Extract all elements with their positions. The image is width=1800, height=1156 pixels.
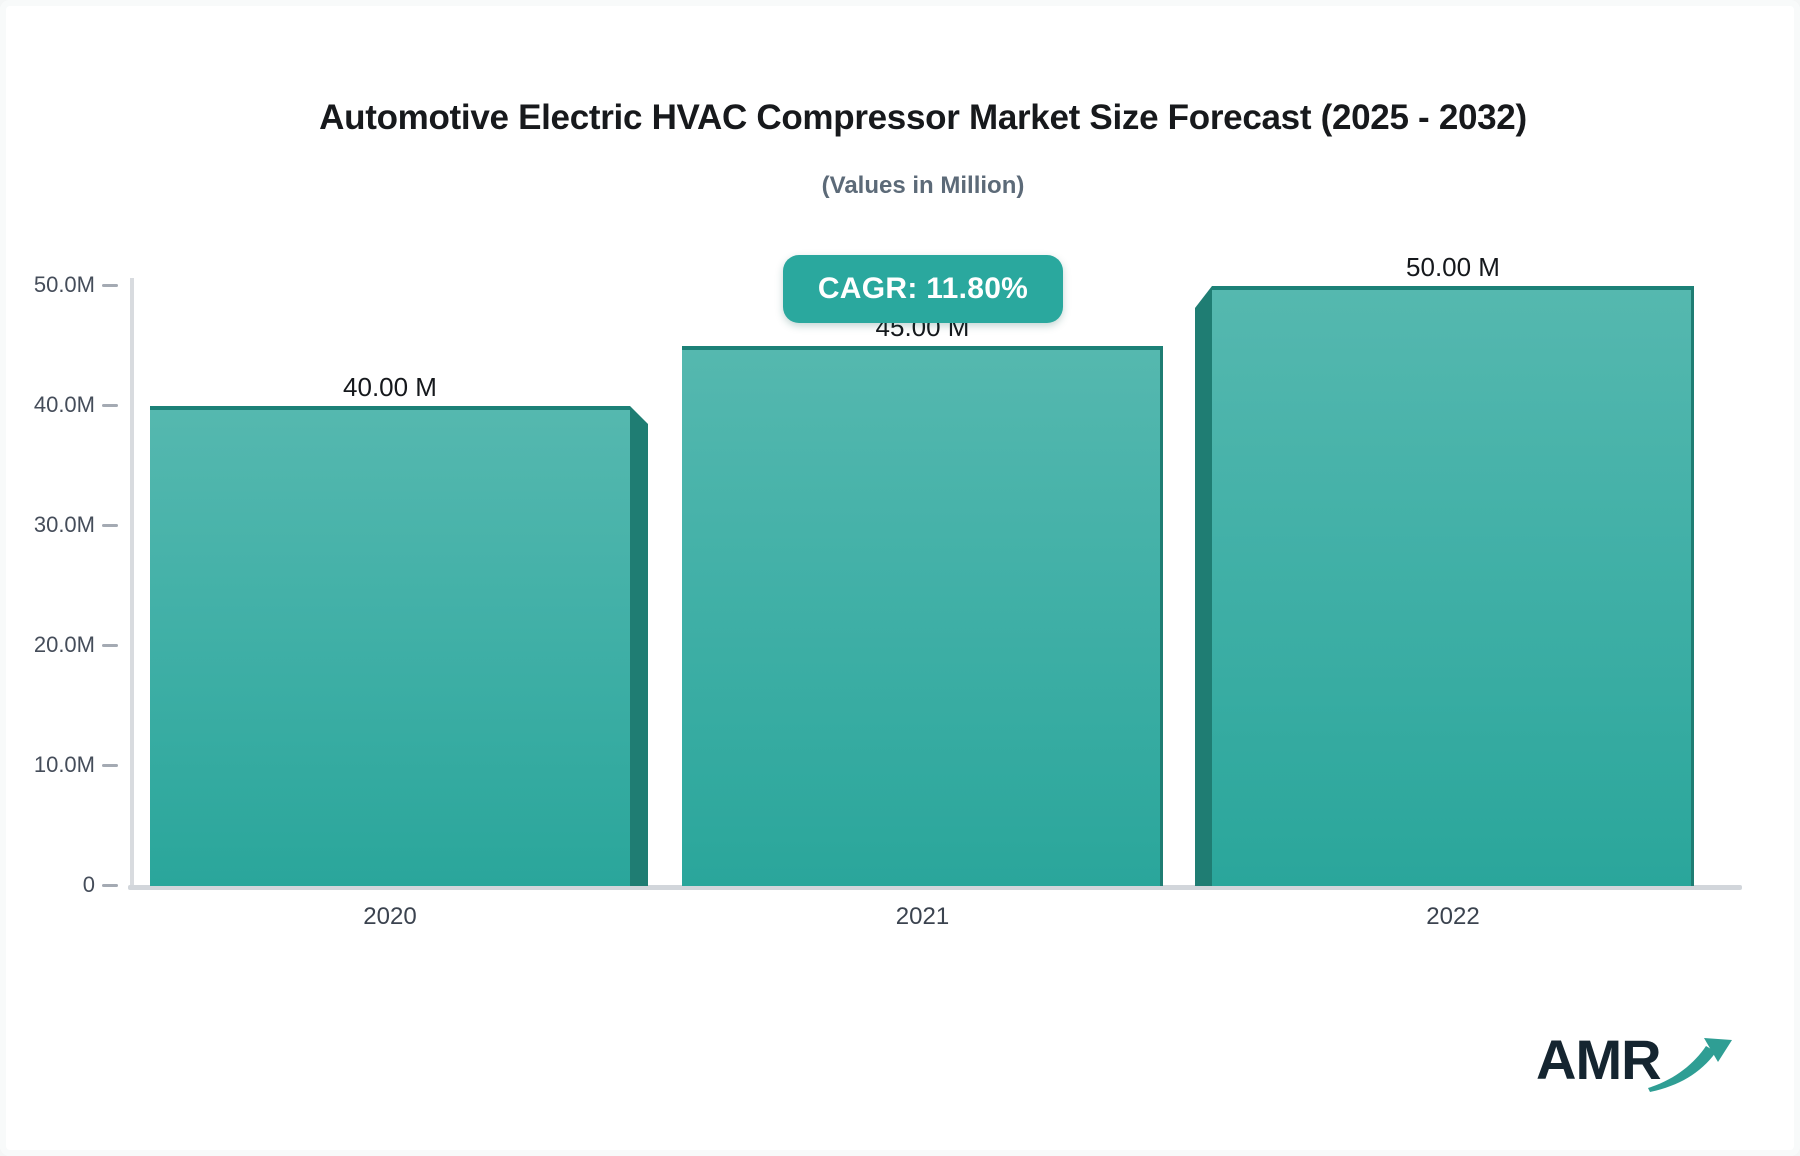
y-axis-tick — [102, 644, 118, 647]
bar-value-label: 40.00 M — [343, 372, 437, 402]
y-axis-tick-label: 10.0M — [33, 752, 95, 777]
bar-value-label: 50.00 M — [1406, 252, 1500, 282]
company-logo[interactable]: AMR — [1530, 1028, 1732, 1103]
x-axis-category-label: 2022 — [1426, 903, 1480, 930]
y-axis-tick — [102, 884, 118, 887]
y-axis-tick-label: 20.0M — [33, 632, 95, 657]
bar-3d-side — [1195, 286, 1212, 886]
x-axis-category-label: 2021 — [895, 903, 950, 930]
y-axis-tick — [102, 764, 118, 767]
chart-subtitle: (Values in Million) — [821, 172, 1025, 199]
cagr-badge: CAGR: 11.80% — [783, 255, 1063, 323]
growth-arrow-icon — [1648, 1038, 1732, 1092]
x-axis-category-label: 2020 — [363, 903, 417, 930]
y-axis-line — [130, 278, 134, 885]
y-axis-tick — [102, 524, 118, 527]
y-axis-tick-label: 40.0M — [33, 392, 95, 417]
y-axis-tick-label: 30.0M — [33, 512, 95, 537]
x-axis-line — [128, 885, 1742, 890]
bar-3d-side — [630, 406, 648, 886]
y-axis-tick-label: 0 — [82, 872, 95, 897]
y-axis-tick — [102, 404, 118, 407]
y-axis-tick — [102, 284, 118, 287]
chart-title: Automotive Electric HVAC Compressor Mark… — [319, 98, 1527, 137]
bar-2021[interactable] — [682, 346, 1163, 886]
bar-2022[interactable] — [1212, 286, 1694, 886]
logo-text: AMR — [1536, 1028, 1662, 1091]
y-axis-tick-label: 50.0M — [33, 272, 95, 297]
bar-2020[interactable] — [150, 406, 630, 886]
